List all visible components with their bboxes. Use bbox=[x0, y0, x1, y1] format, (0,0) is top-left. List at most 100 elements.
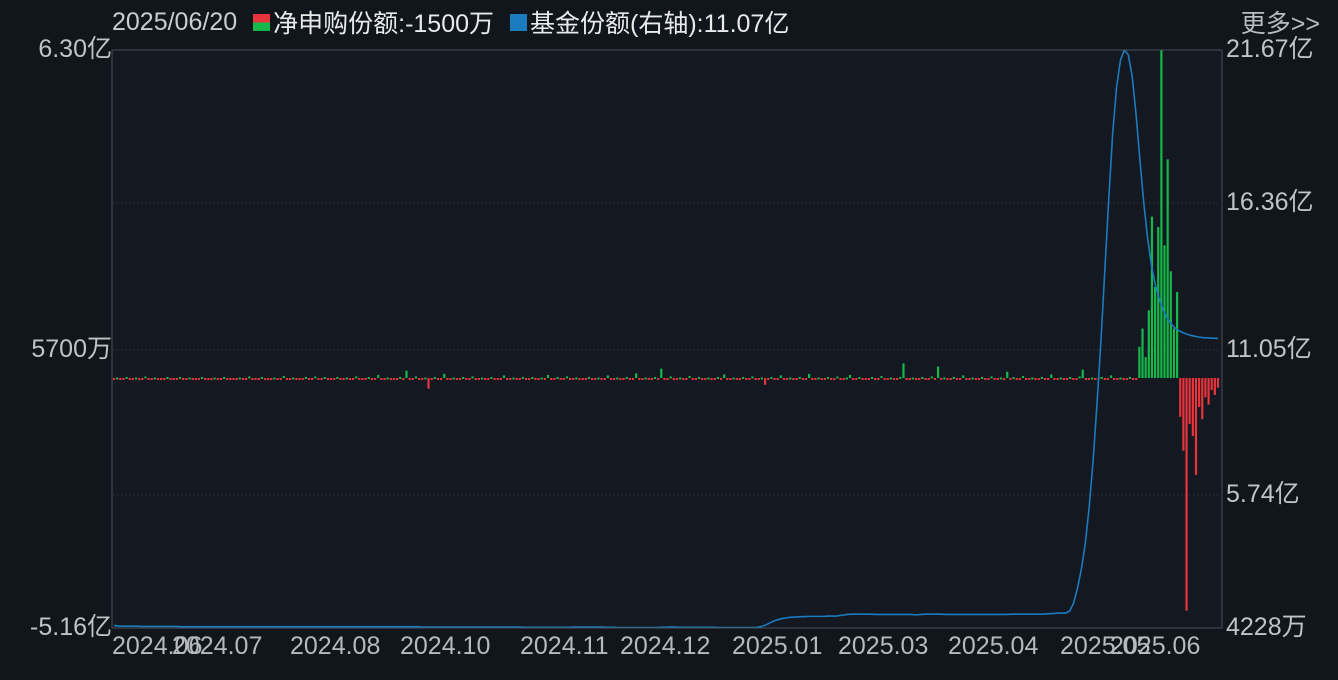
bar bbox=[226, 378, 229, 380]
x-tick-7: 2025.03 bbox=[838, 632, 929, 660]
bar bbox=[987, 378, 990, 380]
bar bbox=[1021, 375, 1025, 378]
legend-item-fund-shares[interactable]: 基金份额(右轴):11.07亿 bbox=[510, 4, 789, 40]
bar bbox=[399, 376, 402, 379]
bar bbox=[458, 378, 462, 380]
bar bbox=[1069, 376, 1072, 379]
bar bbox=[732, 377, 735, 380]
bar bbox=[584, 378, 587, 380]
bar bbox=[1094, 378, 1097, 380]
bar bbox=[635, 373, 638, 378]
x-tick-6: 2025.01 bbox=[732, 632, 823, 660]
x-tick-3: 2024.10 bbox=[400, 632, 491, 660]
bar bbox=[606, 375, 609, 378]
bar bbox=[263, 378, 267, 380]
chart-header-legend: 2025/06/20 净申购份额:-1500万 基金份额(右轴):11.07亿 … bbox=[0, 0, 1338, 44]
bar bbox=[770, 376, 773, 379]
bar bbox=[675, 378, 679, 380]
bar bbox=[1034, 378, 1037, 380]
bar bbox=[877, 378, 880, 380]
bar bbox=[587, 376, 591, 379]
bar bbox=[1128, 376, 1132, 379]
bar bbox=[663, 378, 666, 380]
y-right-tick-0: 21.67亿 bbox=[1226, 35, 1314, 63]
bar bbox=[609, 378, 613, 380]
bar bbox=[345, 377, 348, 380]
bar bbox=[993, 378, 996, 380]
bar bbox=[946, 378, 949, 380]
more-link[interactable]: 更多>> bbox=[1240, 10, 1320, 38]
bar bbox=[521, 376, 524, 379]
bar bbox=[779, 375, 782, 378]
bar bbox=[795, 378, 798, 380]
bar bbox=[1040, 376, 1043, 379]
bar bbox=[754, 378, 757, 380]
bar bbox=[842, 378, 845, 380]
y-right-tick-2: 11.05亿 bbox=[1226, 335, 1312, 363]
bar bbox=[833, 378, 836, 380]
bar bbox=[502, 375, 506, 378]
bar bbox=[267, 378, 270, 380]
bar bbox=[647, 378, 650, 380]
bar bbox=[499, 378, 502, 380]
bar bbox=[1003, 378, 1006, 380]
bar bbox=[701, 378, 704, 380]
bar bbox=[506, 378, 509, 380]
legend-item-net-subscription[interactable]: 净申购份额:-1500万 bbox=[253, 4, 494, 40]
bar bbox=[128, 378, 131, 380]
bar bbox=[836, 376, 839, 379]
bar bbox=[990, 376, 993, 379]
bar bbox=[792, 378, 795, 380]
bar bbox=[323, 376, 326, 379]
bar bbox=[902, 363, 905, 378]
bar bbox=[1103, 378, 1106, 380]
bar bbox=[908, 378, 911, 380]
bar bbox=[936, 366, 940, 378]
bar bbox=[801, 378, 804, 380]
bar bbox=[279, 378, 282, 380]
bar bbox=[411, 378, 414, 380]
bar bbox=[493, 378, 496, 380]
bar bbox=[1091, 377, 1094, 380]
bar bbox=[178, 376, 182, 379]
bar bbox=[811, 378, 814, 380]
bar bbox=[820, 378, 823, 380]
bar bbox=[298, 378, 301, 380]
bar bbox=[216, 378, 219, 380]
bar bbox=[697, 376, 701, 379]
bar bbox=[981, 376, 984, 379]
bar bbox=[1015, 378, 1018, 380]
x-tick-10: 2025.06 bbox=[1110, 632, 1201, 660]
bar bbox=[1166, 159, 1169, 378]
bar bbox=[861, 378, 864, 380]
bar bbox=[826, 376, 830, 379]
bar bbox=[380, 378, 383, 380]
bar bbox=[333, 378, 336, 380]
bar bbox=[462, 376, 465, 379]
bar bbox=[852, 378, 855, 380]
bar bbox=[496, 378, 499, 380]
bar bbox=[977, 378, 981, 380]
bar bbox=[257, 378, 260, 380]
x-tick-9: 2025.05 bbox=[1060, 632, 1151, 660]
bar bbox=[1182, 378, 1185, 451]
bar bbox=[320, 378, 323, 380]
bar bbox=[1135, 378, 1138, 380]
bar bbox=[723, 374, 726, 378]
bar bbox=[1062, 378, 1065, 380]
bar bbox=[245, 378, 248, 380]
bar bbox=[276, 378, 279, 380]
bar bbox=[144, 376, 147, 379]
bar bbox=[436, 378, 440, 380]
bar bbox=[301, 378, 304, 380]
bar bbox=[222, 376, 226, 379]
bar bbox=[1119, 377, 1122, 380]
bar bbox=[1201, 378, 1204, 420]
bar bbox=[1075, 378, 1078, 380]
bar bbox=[1125, 378, 1128, 380]
bar bbox=[757, 378, 760, 380]
bar bbox=[719, 378, 723, 380]
bar bbox=[773, 378, 776, 380]
bar bbox=[163, 378, 166, 380]
